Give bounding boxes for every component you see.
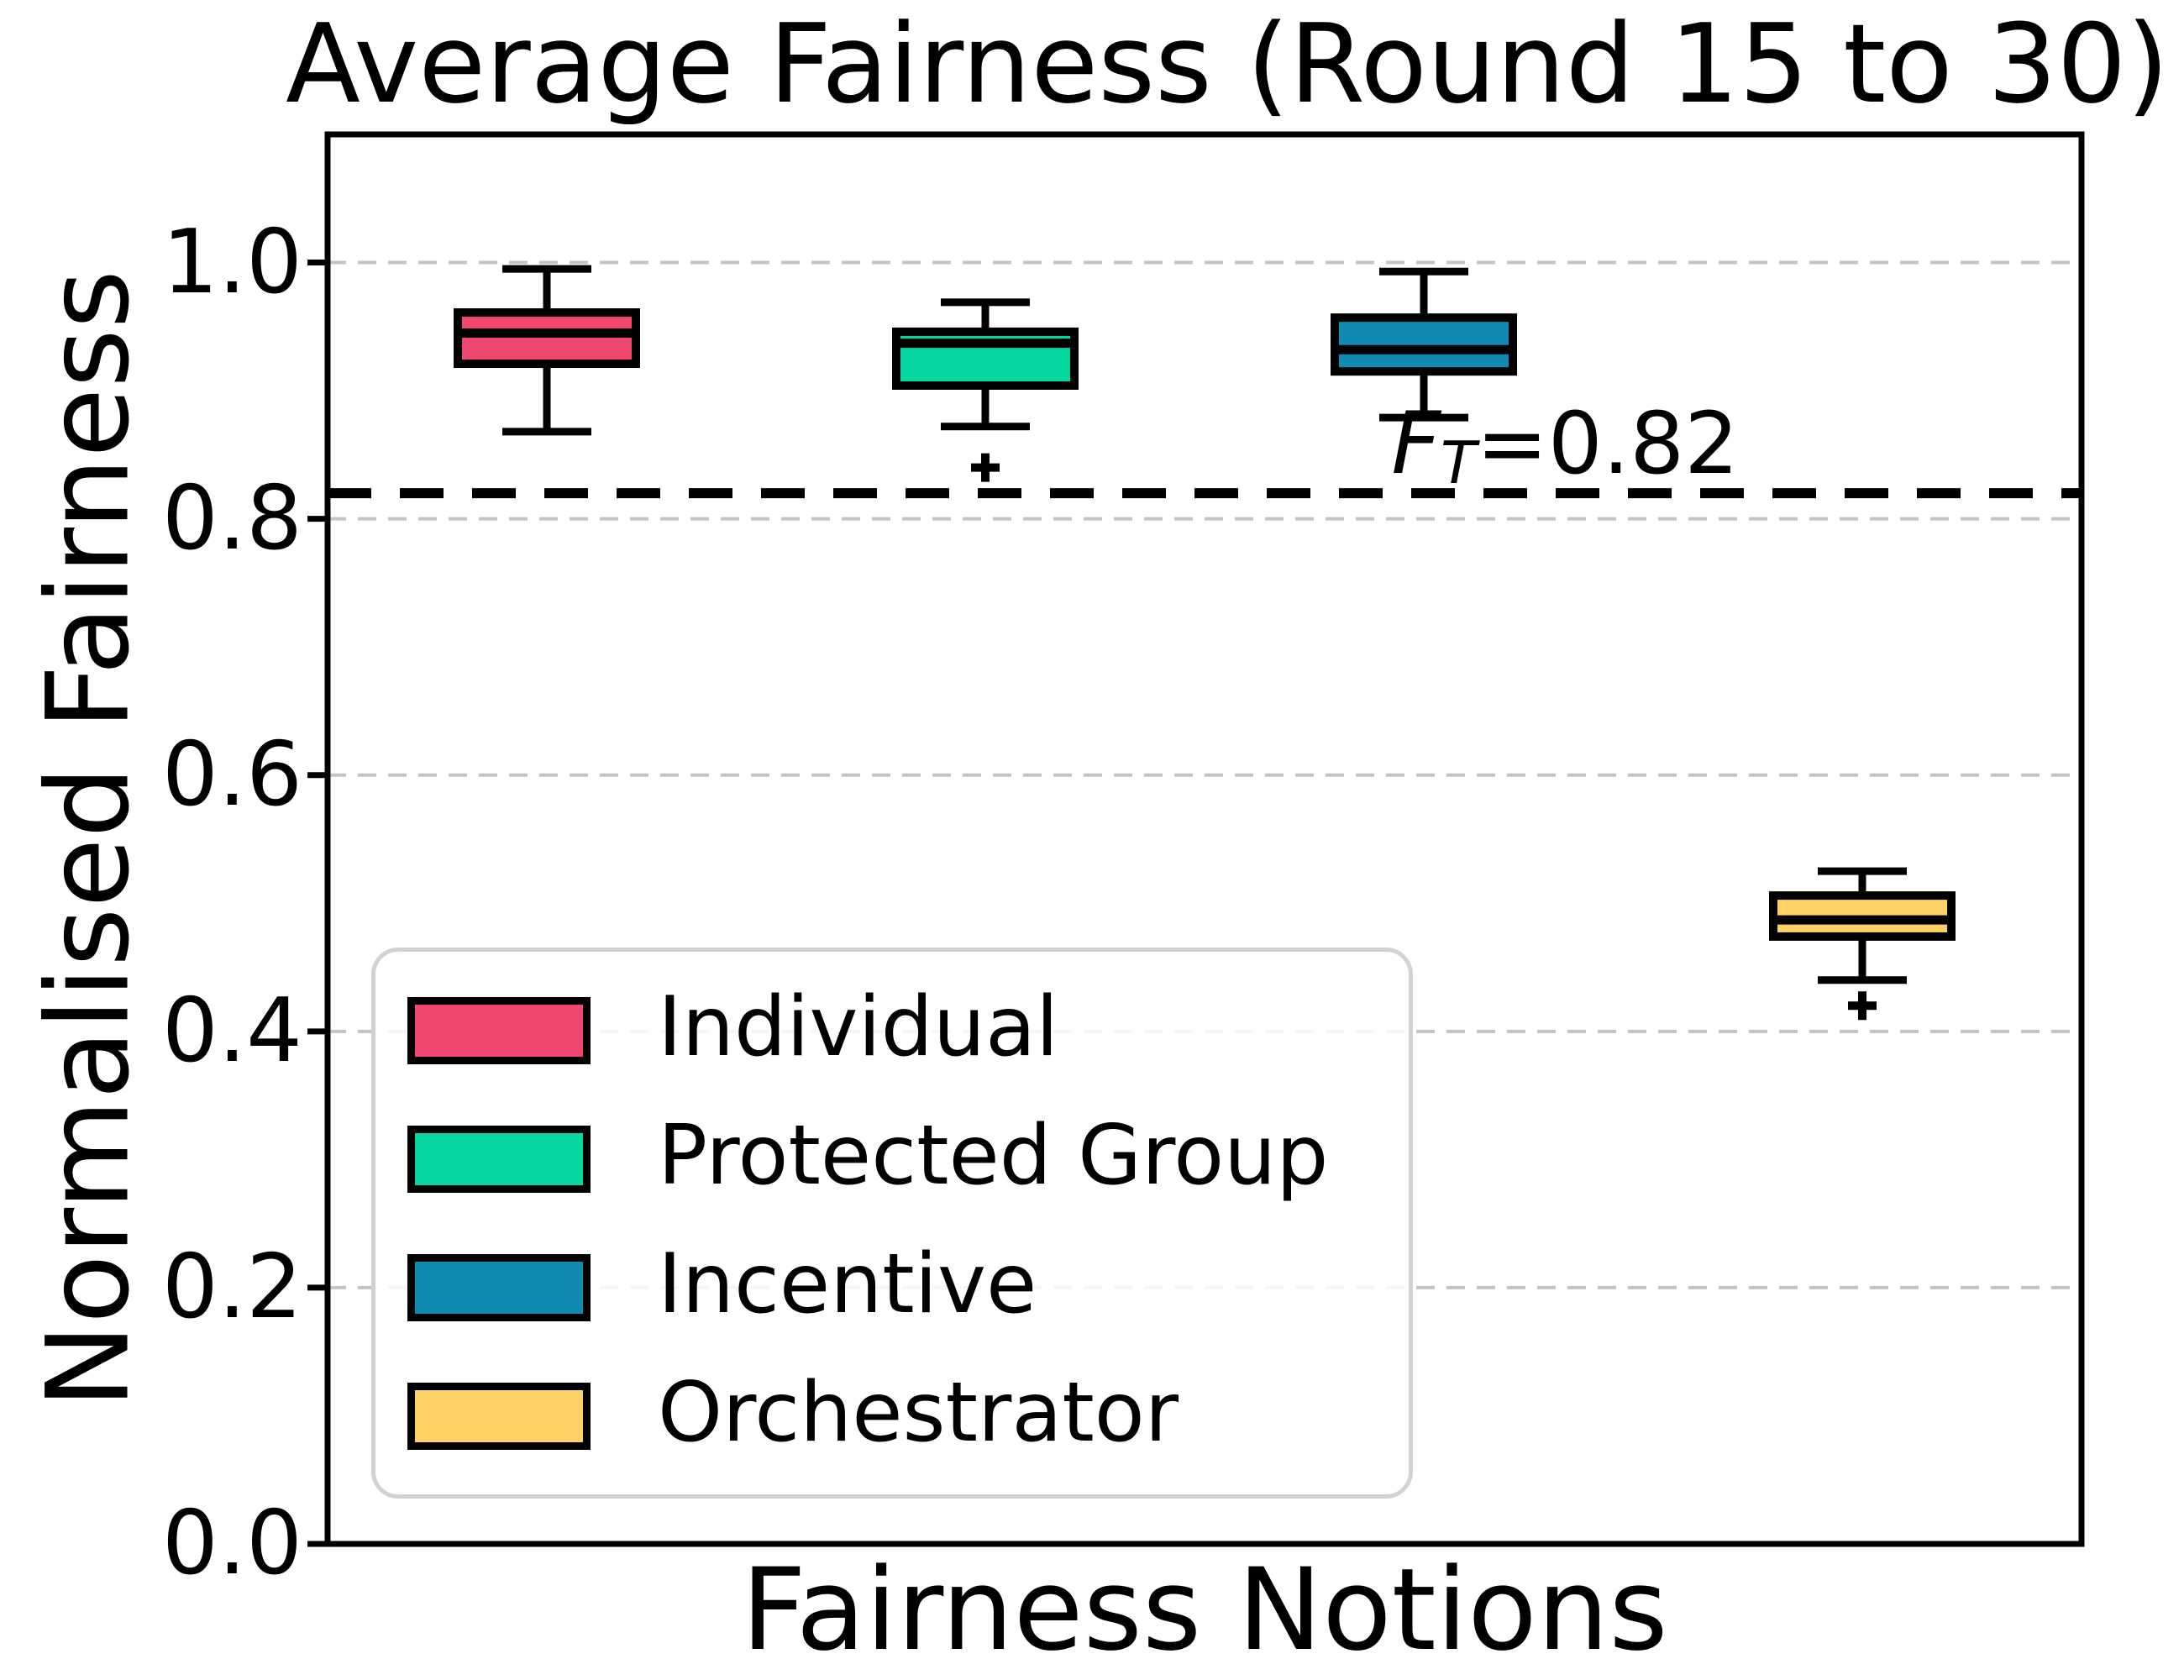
legend-row: Orchestrator (407, 1352, 1392, 1480)
y-tick-label-0.4: 0.4 (162, 979, 302, 1082)
legend-swatch-orchestrator (407, 1382, 591, 1450)
y-tick-label-0.6: 0.6 (162, 722, 302, 826)
y-axis-label: Normalised Fairness (22, 270, 155, 1409)
legend-label: Orchestrator (658, 1364, 1179, 1461)
y-tick-label-0.8: 0.8 (162, 466, 302, 570)
plot-frame (324, 131, 2085, 1547)
threshold-annotation: FT=0.82 (1391, 402, 1739, 494)
legend: Individual Protected Group Incentive Orches… (371, 948, 1413, 1499)
legend-row: Protected Group (407, 1095, 1392, 1223)
legend-swatch-protected-group (407, 1125, 591, 1193)
y-tick-label-1.0: 1.0 (162, 210, 302, 313)
chart-title: Average Fairness (Round 15 to 30) (286, 0, 2170, 128)
box-individual (454, 308, 640, 369)
legend-row: Individual (407, 966, 1392, 1095)
threshold-annotation-value: =0.82 (1476, 394, 1739, 494)
legend-swatch-incentive (407, 1253, 591, 1321)
threshold-annotation-symbol: F (1391, 394, 1441, 494)
y-tick-label-0.2: 0.2 (162, 1235, 302, 1338)
y-tick-label-0.0: 0.0 (162, 1492, 302, 1594)
x-axis-label: Fairness Notions (741, 1544, 1668, 1676)
box-incentive (1331, 313, 1517, 376)
threshold-annotation-subscript: T (1441, 430, 1477, 498)
legend-swatch-individual (407, 996, 591, 1064)
legend-label: Incentive (658, 1236, 1037, 1332)
legend-row: Incentive (407, 1223, 1392, 1352)
legend-label: Individual (658, 979, 1059, 1075)
legend-label: Protected Group (658, 1107, 1329, 1204)
